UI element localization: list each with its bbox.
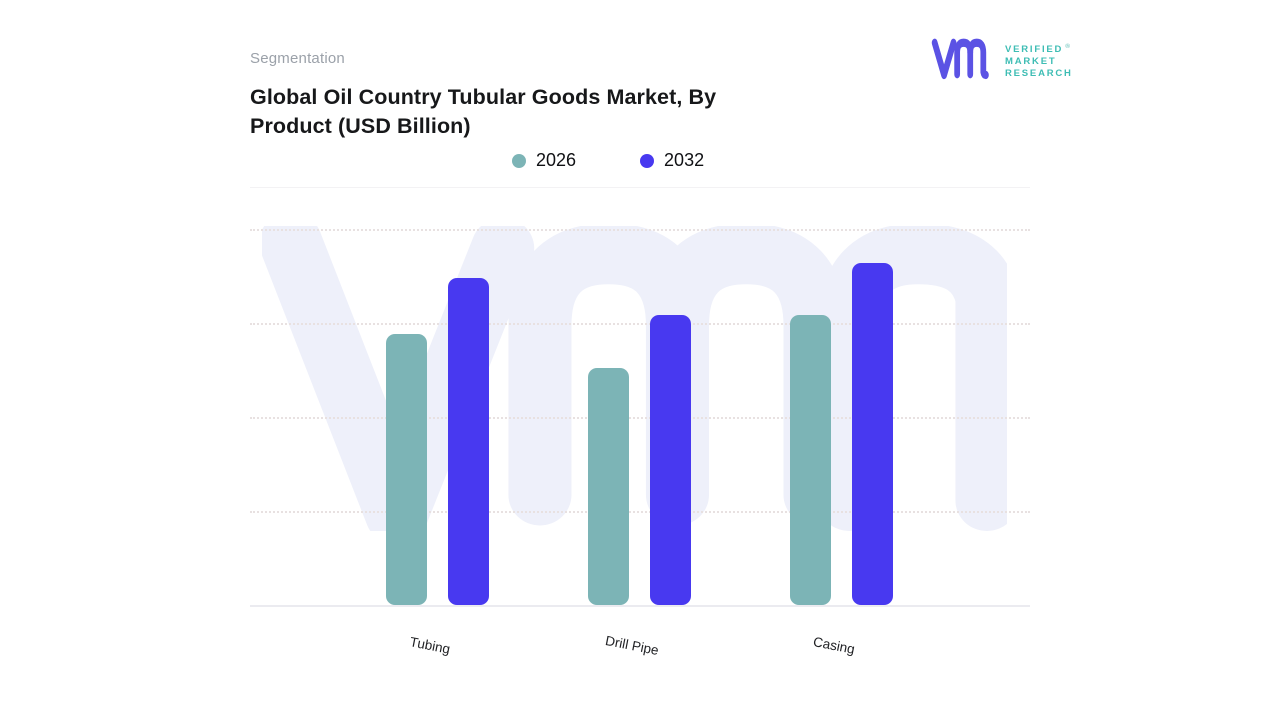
bar-casing-2032 — [852, 262, 893, 605]
legend-label-2032: 2032 — [664, 150, 705, 170]
bar-tubing-2032 — [448, 277, 489, 605]
vmr-logo-mark-icon — [931, 38, 989, 80]
logo-line3: RESEARCH — [1005, 68, 1073, 79]
legend-item-2032: 2032 — [640, 150, 704, 171]
legend-dot-2032-icon — [640, 153, 655, 168]
gridline-75 — [250, 323, 1030, 325]
bar-casing-2026 — [790, 315, 831, 605]
logo-line1: VERIFIED — [1005, 44, 1064, 55]
bar-drill-pipe-2032 — [650, 315, 691, 605]
bar-tubing-2026 — [386, 334, 427, 605]
x-label-tubing: Tubing — [408, 634, 452, 657]
chart-title-line1: Global Oil Country Tubular Goods Market,… — [250, 85, 717, 109]
chart-title: Global Oil Country Tubular Goods Market,… — [250, 83, 850, 141]
legend-label-2026: 2026 — [536, 150, 577, 170]
vmr-logo-text: VERIFIED ® MARKET RESEARCH — [1005, 41, 1073, 80]
legend-dot-2026-icon — [512, 153, 526, 168]
x-label-casing: Casing — [811, 634, 857, 657]
registered-mark-icon: ® — [1065, 43, 1071, 50]
legend-item-2026: 2026 — [512, 150, 576, 171]
bar-chart-plot-area — [250, 187, 1030, 607]
segmentation-label: Segmentation — [250, 50, 345, 67]
chart-title-line2: Product (USD Billion) — [250, 114, 471, 138]
logo-line2: MARKET — [1005, 56, 1057, 67]
x-label-drill-pipe: Drill Pipe — [604, 632, 660, 659]
vmr-watermark-icon — [262, 226, 1007, 531]
gridline-50 — [250, 417, 1030, 419]
bar-drill-pipe-2026 — [588, 368, 629, 605]
chart-legend: 2026 2032 — [512, 150, 704, 171]
gridline-100 — [250, 229, 1030, 231]
gridline-25 — [250, 511, 1030, 513]
vmr-logo: VERIFIED ® MARKET RESEARCH — [931, 36, 1073, 81]
